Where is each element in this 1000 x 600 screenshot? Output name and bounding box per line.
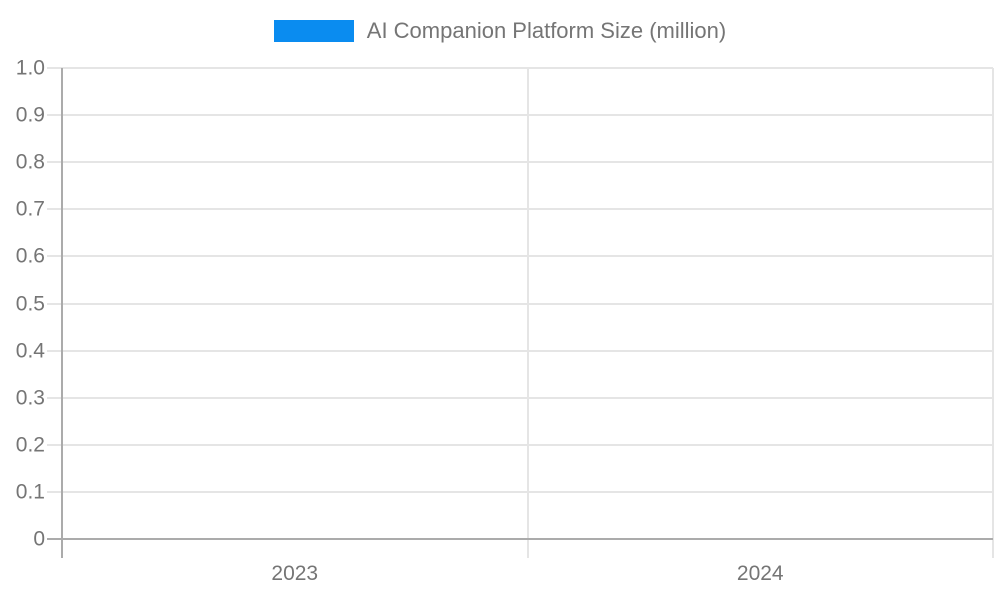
gridline-horizontal [47,208,993,211]
y-tick-label: 0.5 [15,292,45,315]
gridline-vertical [526,68,529,558]
gridline-horizontal [47,302,993,305]
gridline-vertical [992,68,994,558]
gridline-horizontal [47,114,993,117]
gridline-horizontal [47,443,993,446]
y-axis-line [61,68,63,558]
y-tick-label: 1.0 [15,56,45,80]
y-tick-label: 0.3 [15,386,45,410]
x-axis-baseline [47,538,993,540]
gridline-horizontal [47,490,993,493]
y-tick-label: 0.7 [15,197,45,221]
y-tick-label: 0.2 [15,433,45,457]
legend-label: AI Companion Platform Size (million) [366,18,727,43]
gridline-horizontal [47,161,993,164]
gridline-horizontal [47,396,993,399]
y-tick-label: 0 [33,527,45,551]
y-tick-label: 0.1 [15,480,45,504]
x-tick-label: 2023 [271,562,319,585]
legend-item[interactable]: AI Companion Platform Size (million) [0,17,1000,45]
legend-swatch-icon [273,20,354,42]
y-tick-label: 0.4 [15,339,45,363]
gridline-horizontal [47,255,993,258]
y-tick-label: 0.8 [15,150,45,174]
gridline-horizontal [47,67,993,69]
y-tick-label: 0.9 [15,103,45,127]
x-tick-label: 2024 [736,562,784,585]
y-tick-label: 0.6 [15,244,45,268]
gridline-horizontal [47,349,993,352]
